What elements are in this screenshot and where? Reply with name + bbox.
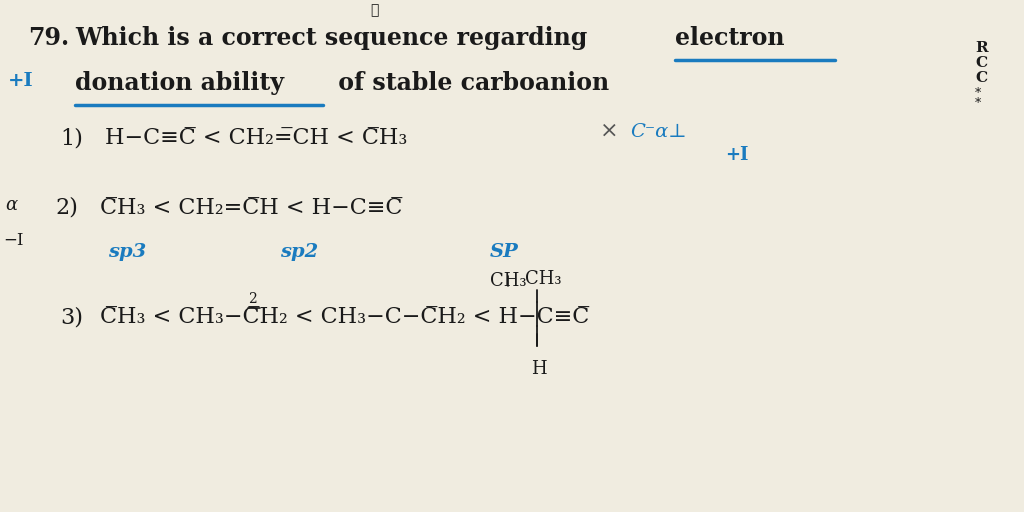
Text: *: * (975, 97, 981, 110)
Text: of stable carboanion: of stable carboanion (330, 71, 609, 95)
Text: ①: ① (370, 3, 379, 17)
Text: Which is a correct sequence regarding: Which is a correct sequence regarding (75, 26, 587, 50)
Text: H−C≡C̅ < CH₂=̅CH < C̅H₃: H−C≡C̅ < CH₂=̅CH < C̅H₃ (105, 127, 408, 150)
Text: SP: SP (490, 243, 519, 261)
Text: +I: +I (8, 72, 34, 90)
Text: 1): 1) (60, 127, 83, 150)
Text: α: α (5, 196, 17, 214)
Text: 79.: 79. (28, 26, 70, 50)
Text: 2: 2 (248, 292, 257, 306)
Text: C̅H₃ < CH₃−C̅H₂ < CH₃−C−C̅H₂ < H−C≡C̅: C̅H₃ < CH₃−C̅H₂ < CH₃−C−C̅H₂ < H−C≡C̅ (100, 306, 589, 328)
Text: ⨯: ⨯ (600, 119, 618, 141)
Text: *: * (975, 87, 981, 100)
Text: H: H (531, 360, 547, 378)
Text: sp3: sp3 (108, 243, 146, 261)
Text: C⁻α⊥: C⁻α⊥ (630, 123, 687, 141)
Text: −I: −I (3, 231, 24, 249)
Text: 2): 2) (55, 197, 78, 219)
Text: C: C (975, 71, 987, 84)
Text: 3): 3) (60, 306, 83, 328)
Text: C: C (975, 56, 987, 70)
Text: +I: +I (725, 146, 749, 164)
Text: R: R (975, 41, 987, 55)
Text: CH₃: CH₃ (525, 270, 561, 288)
Text: sp2: sp2 (280, 243, 318, 261)
Text: CH₃: CH₃ (490, 272, 526, 290)
Text: donation ability: donation ability (75, 71, 284, 95)
Text: C̅H₃ < CH₂=C̅H < H−C≡C̅: C̅H₃ < CH₂=C̅H < H−C≡C̅ (100, 197, 402, 219)
Text: electron: electron (675, 26, 784, 50)
